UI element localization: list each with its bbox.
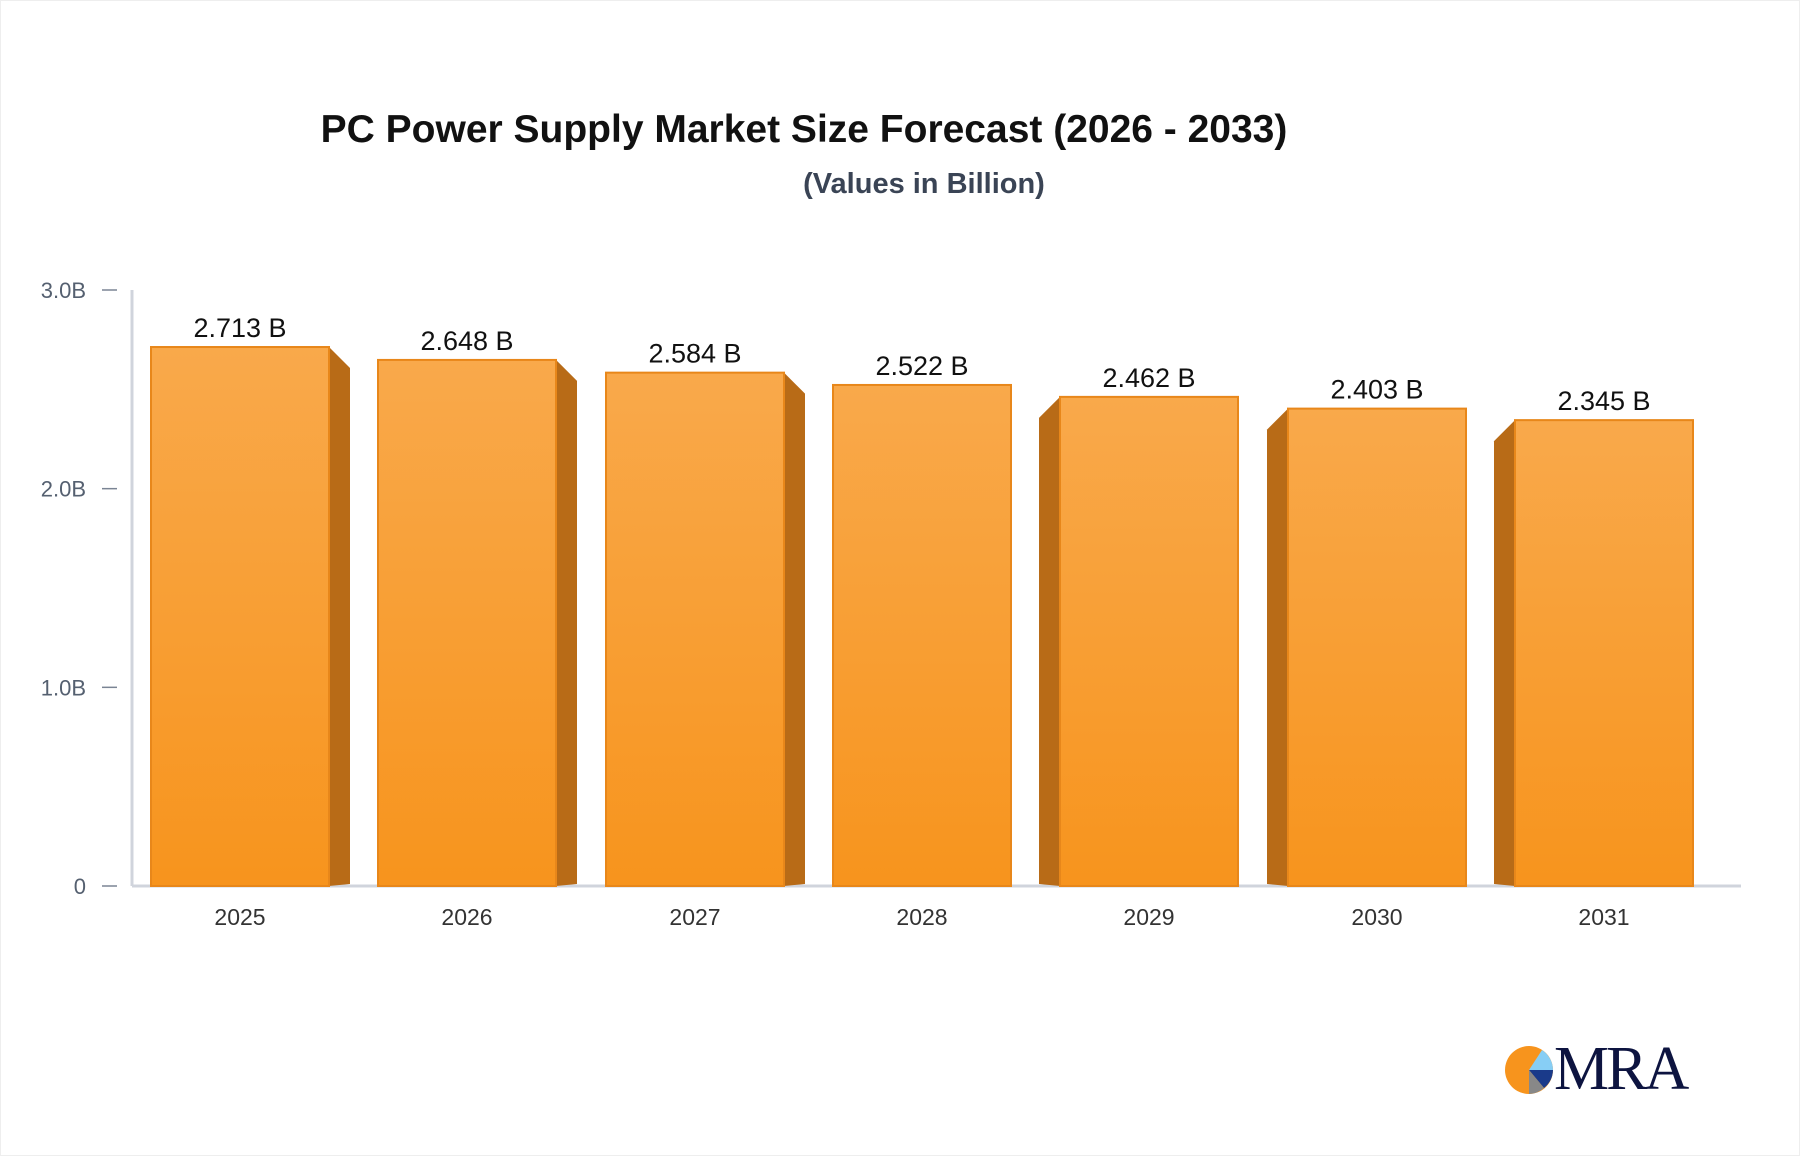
data-label: 2.403 B xyxy=(1330,375,1423,405)
data-label: 2.345 B xyxy=(1557,386,1650,416)
bar xyxy=(605,371,785,887)
x-tick-label: 2025 xyxy=(214,904,265,930)
bar-side xyxy=(784,372,805,886)
bar-side xyxy=(556,359,577,886)
x-tick-label: 2030 xyxy=(1351,904,1402,930)
y-tick-label: 2.0B xyxy=(41,477,86,502)
bar-side xyxy=(329,347,350,886)
bar xyxy=(1059,395,1239,887)
x-tick-label: 2026 xyxy=(441,904,492,930)
x-tick-label: 2027 xyxy=(669,904,720,930)
bar-group: 2.522 B 2028 xyxy=(832,351,1012,930)
y-tick-label: 3.0B xyxy=(41,278,86,303)
bar-side xyxy=(1039,396,1060,886)
bar xyxy=(150,346,330,887)
bar-group: 2.648 B 2026 xyxy=(377,326,577,930)
bar-group: 2.584 B 2027 xyxy=(605,339,805,930)
y-tick-label: 0 xyxy=(74,874,86,899)
bar-group: 2.345 B 2031 xyxy=(1494,386,1694,930)
x-tick-label: 2028 xyxy=(896,904,947,930)
mra-logo: MRA xyxy=(1504,1035,1704,1103)
data-label: 2.584 B xyxy=(648,339,741,369)
data-label: 2.713 B xyxy=(193,313,286,343)
chart-subtitle: (Values in Billion) xyxy=(803,168,1045,200)
data-label: 2.462 B xyxy=(1102,363,1195,393)
bar xyxy=(1287,407,1467,887)
bar-group: 2.462 B 2029 xyxy=(1039,363,1239,930)
bar-side xyxy=(1267,408,1288,886)
bar-group: 2.713 B 2025 xyxy=(150,313,350,930)
data-label: 2.648 B xyxy=(420,326,513,356)
y-tick-label: 1.0B xyxy=(41,675,86,700)
data-label: 2.522 B xyxy=(875,351,968,381)
pie-logo-icon xyxy=(1505,1046,1553,1094)
logo-text: MRA xyxy=(1554,1035,1689,1103)
bar-group: 2.403 B 2030 xyxy=(1267,375,1467,930)
x-tick-label: 2031 xyxy=(1578,904,1629,930)
chart-title: PC Power Supply Market Size Forecast (20… xyxy=(320,108,1288,151)
bar xyxy=(832,383,1012,887)
bar-side xyxy=(1494,420,1515,886)
x-tick-label: 2029 xyxy=(1123,904,1174,930)
bar xyxy=(377,358,557,887)
bar xyxy=(1514,419,1694,887)
